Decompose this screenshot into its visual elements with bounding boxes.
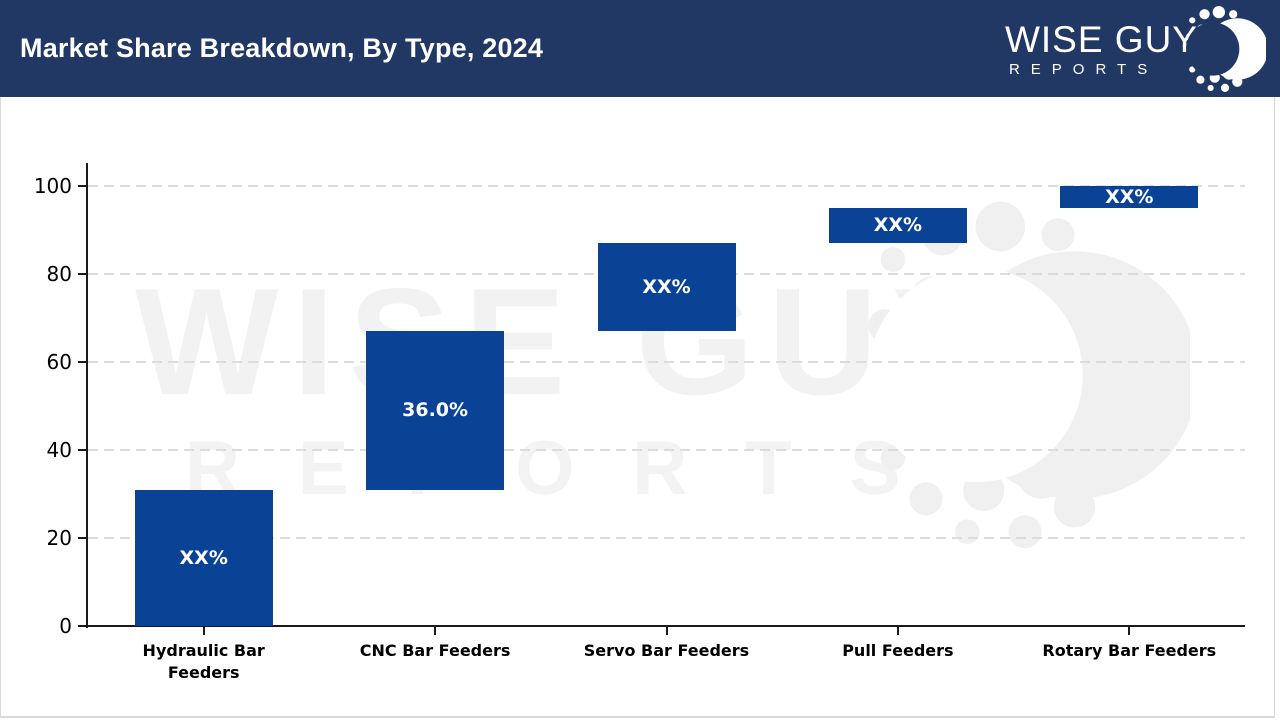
brand-face-dots-icon (1186, 5, 1266, 92)
y-tick-label: 40 (46, 438, 72, 462)
header-bar: Market Share Breakdown, By Type, 2024 WI… (0, 0, 1280, 97)
bar-value-label: XX% (1105, 186, 1154, 208)
gridline (88, 185, 1245, 187)
brand-logo-text: WISE GUY REPORTS (1005, 21, 1198, 77)
bar-value-label: XX% (179, 546, 228, 569)
x-tick-mark (202, 627, 205, 635)
x-category-label: Servo Bar Feeders (583, 641, 750, 660)
bar (597, 243, 736, 332)
bar-value-label: XX% (642, 276, 691, 299)
bar-value-label: XX% (873, 214, 923, 236)
y-tick-mark (78, 361, 86, 363)
x-category-label: CNC Bar Feeders (359, 641, 511, 660)
y-tick-mark (78, 449, 86, 451)
y-tick-label: 60 (46, 350, 72, 374)
bar (134, 489, 273, 626)
gridline (88, 449, 1245, 451)
x-tick-mark (665, 627, 668, 635)
y-tick-label: 0 (59, 614, 72, 638)
page-title: Market Share Breakdown, By Type, 2024 (20, 33, 544, 63)
y-tick-label: 80 (46, 262, 72, 286)
y-tick-mark (78, 625, 86, 627)
y-tick-mark (78, 273, 86, 275)
brand-logo: WISE GUY REPORTS (1005, 5, 1280, 92)
y-tick-label: 20 (46, 526, 72, 550)
gridline (88, 361, 1245, 363)
x-tick-mark (434, 627, 437, 635)
x-category-label: Hydraulic Bar Feeders (142, 641, 265, 682)
y-tick-mark (78, 185, 86, 187)
x-tick-mark (896, 627, 899, 635)
x-category-label: Pull Feeders (842, 641, 954, 660)
brand-name: WISE GUY (1004, 18, 1198, 60)
y-tick-label: 100 (33, 174, 72, 198)
bar (366, 331, 505, 490)
x-axis-line (86, 625, 1245, 627)
y-tick-mark (78, 537, 86, 539)
x-category-label: Rotary Bar Feeders (1042, 641, 1217, 660)
gridline (88, 537, 1245, 539)
bar (1060, 186, 1199, 208)
y-axis-line (86, 163, 88, 628)
bar-value-label: 36.0% (402, 399, 469, 422)
x-tick-mark (1128, 627, 1131, 635)
brand-subname: REPORTS (1008, 60, 1159, 78)
